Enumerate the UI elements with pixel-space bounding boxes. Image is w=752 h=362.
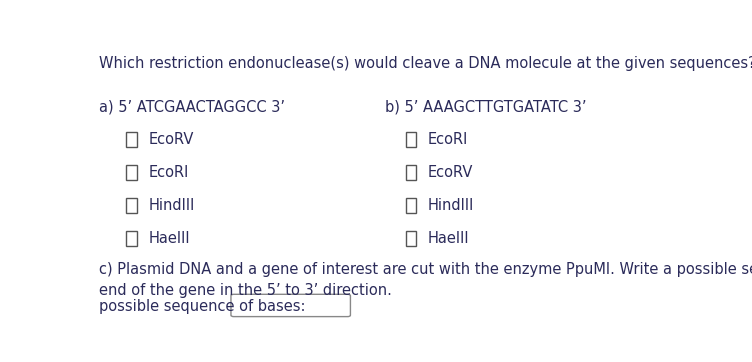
Text: HindIII: HindIII [428, 198, 475, 213]
FancyBboxPatch shape [406, 231, 417, 246]
FancyBboxPatch shape [126, 132, 137, 147]
Text: HaeIII: HaeIII [428, 231, 469, 246]
Text: EcoRV: EcoRV [148, 132, 193, 147]
Text: c) Plasmid DNA and a gene of interest are cut with the enzyme PpuMI. Write a pos: c) Plasmid DNA and a gene of interest ar… [99, 262, 752, 277]
FancyBboxPatch shape [406, 165, 417, 180]
FancyBboxPatch shape [126, 198, 137, 213]
Text: b) 5’ AAAGCTTGTGATATC 3’: b) 5’ AAAGCTTGTGATATC 3’ [386, 99, 587, 114]
Text: EcoRI: EcoRI [428, 132, 468, 147]
FancyBboxPatch shape [406, 198, 417, 213]
Text: end of the gene in the 5’ to 3’ direction.: end of the gene in the 5’ to 3’ directio… [99, 283, 392, 298]
Text: EcoRI: EcoRI [148, 165, 189, 180]
Text: EcoRV: EcoRV [428, 165, 473, 180]
FancyBboxPatch shape [126, 231, 137, 246]
FancyBboxPatch shape [406, 132, 417, 147]
Text: a) 5’ ATCGAACTAGGCC 3’: a) 5’ ATCGAACTAGGCC 3’ [99, 99, 285, 114]
Text: HaeIII: HaeIII [148, 231, 190, 246]
FancyBboxPatch shape [126, 165, 137, 180]
Text: HindIII: HindIII [148, 198, 195, 213]
Text: Which restriction endonuclease(s) would cleave a DNA molecule at the given seque: Which restriction endonuclease(s) would … [99, 56, 752, 71]
Text: possible sequence of bases:: possible sequence of bases: [99, 299, 305, 314]
FancyBboxPatch shape [231, 294, 350, 317]
